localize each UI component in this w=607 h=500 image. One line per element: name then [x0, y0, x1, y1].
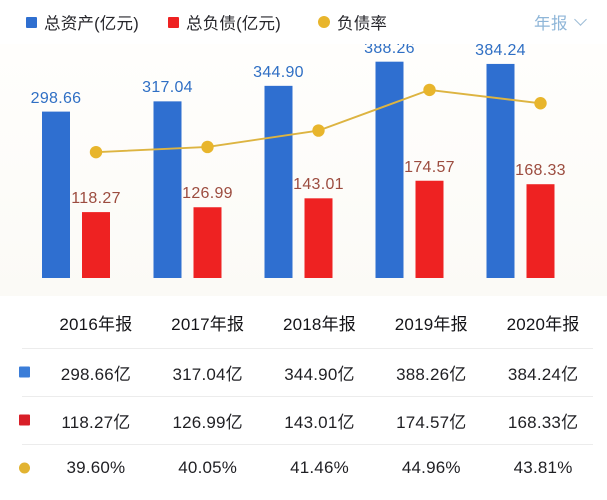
chart-legend: 总资产(亿元) 总负债(亿元) 负债率 年报 — [0, 0, 607, 44]
row-divider — [22, 396, 593, 397]
table-cell: 298.66亿 — [60, 364, 132, 384]
bar-total-liabilities — [304, 198, 333, 278]
line-marker-debt-ratio — [201, 140, 214, 154]
bar-total-assets — [375, 61, 404, 278]
row-marker-square-icon — [19, 414, 30, 426]
table-cell: 143.01亿 — [284, 412, 355, 432]
table-row-total-assets: 298.66亿 317.04亿 344.90亿 388.26亿 384.24亿 — [0, 348, 607, 396]
bar-label-total-liabilities: 168.33 — [515, 162, 566, 180]
bar-label-total-liabilities: 118.27 — [71, 190, 121, 208]
bar-total-assets — [486, 63, 515, 278]
table-row-cells: 39.60% 40.05% 41.46% 44.96% 43.81% — [40, 444, 599, 492]
bar-label-total-assets: 298.66 — [30, 89, 82, 107]
legend-label-total-assets: 总资产(亿元) — [44, 15, 139, 33]
period-selector[interactable]: 年报 — [534, 9, 587, 35]
bar-total-liabilities — [415, 180, 444, 278]
table-cell: 39.60% — [66, 458, 126, 477]
line-marker-debt-ratio — [423, 83, 436, 97]
bar-total-assets — [264, 85, 293, 278]
line-marker-debt-ratio — [89, 145, 103, 159]
table-header-cell: 2016年报 — [59, 314, 133, 334]
bar-series-total-assets — [42, 61, 515, 278]
row-divider — [22, 444, 593, 445]
table-cell: 43.81% — [513, 458, 573, 477]
table-cell: 388.26亿 — [396, 364, 467, 384]
table-cell: 384.24亿 — [507, 364, 579, 384]
legend-swatch-square-icon — [26, 16, 37, 28]
table-cell: 118.27亿 — [61, 412, 131, 432]
legend-item-total-assets[interactable]: 总资产(亿元) — [26, 10, 139, 34]
table-header-cell: 2017年报 — [171, 314, 245, 334]
legend-item-debt-ratio[interactable]: 负债率 — [318, 10, 387, 34]
table-row-debt-ratio: 39.60% 40.05% 41.46% 44.96% 43.81% — [0, 444, 607, 492]
bar-label-total-assets: 317.04 — [142, 79, 193, 97]
legend-swatch-circle-icon — [318, 16, 330, 28]
bar-total-assets — [42, 111, 70, 278]
bar-label-total-liabilities: 143.01 — [293, 176, 344, 194]
chart-canvas: 298.66 118.27 317.04 126.99 344.90 143.01 388.… — [0, 44, 607, 296]
table-cell: 40.05% — [178, 458, 238, 477]
table-header-row: 2016年报 2017年报 2018年报 2019年报 2020年报 — [0, 296, 607, 348]
bar-label-total-assets: 388.26 — [364, 44, 415, 57]
line-markers-debt-ratio — [89, 83, 547, 159]
legend-item-total-liabilities[interactable]: 总负债(亿元) — [168, 10, 281, 34]
bar-total-liabilities — [193, 207, 222, 278]
table-cell: 344.90亿 — [284, 364, 355, 384]
table-header-cell: 2018年报 — [282, 314, 356, 334]
row-marker-circle-icon — [19, 462, 30, 474]
line-marker-debt-ratio — [312, 124, 325, 137]
row-marker-square-icon — [19, 366, 30, 378]
bar-total-liabilities — [526, 184, 555, 278]
table-cell: 126.99亿 — [172, 412, 243, 432]
table-cell: 44.96% — [401, 458, 461, 477]
table-row-cells: 118.27亿 126.99亿 143.01亿 174.57亿 168.33亿 — [40, 396, 599, 444]
table-header-cell: 2020年报 — [506, 314, 580, 334]
table-cell: 174.57亿 — [396, 412, 467, 432]
bar-label-total-liabilities: 126.99 — [182, 185, 233, 203]
line-marker-debt-ratio — [534, 97, 547, 110]
bar-label-total-assets: 384.24 — [475, 44, 526, 59]
table-cell: 317.04亿 — [172, 364, 243, 384]
legend-label-total-liabilities: 总负债(亿元) — [186, 15, 281, 33]
bar-label-total-liabilities: 174.57 — [404, 158, 455, 176]
table-header-cells: 2016年报 2017年报 2018年报 2019年报 2020年报 — [40, 296, 599, 348]
row-divider — [22, 348, 593, 349]
table-row-total-liabilities: 118.27亿 126.99亿 143.01亿 174.57亿 168.33亿 — [0, 396, 607, 444]
table-row-cells: 298.66亿 317.04亿 344.90亿 388.26亿 384.24亿 — [40, 348, 599, 396]
period-selector-label: 年报 — [534, 15, 568, 33]
bar-label-total-assets: 344.90 — [253, 63, 304, 81]
table-header-cell: 2019年报 — [394, 314, 468, 334]
data-table: 2016年报 2017年报 2018年报 2019年报 2020年报 298.6… — [0, 296, 607, 500]
bar-series-total-liabilities — [82, 180, 555, 278]
chart-svg — [42, 61, 555, 278]
table-cell: 41.46% — [290, 458, 349, 477]
bar-total-assets — [153, 101, 182, 278]
legend-swatch-square-icon — [168, 16, 179, 28]
table-cell: 168.33亿 — [507, 412, 579, 432]
bar-total-liabilities — [82, 212, 110, 278]
legend-label-debt-ratio: 负债率 — [337, 15, 388, 33]
chevron-down-icon — [576, 15, 587, 26]
